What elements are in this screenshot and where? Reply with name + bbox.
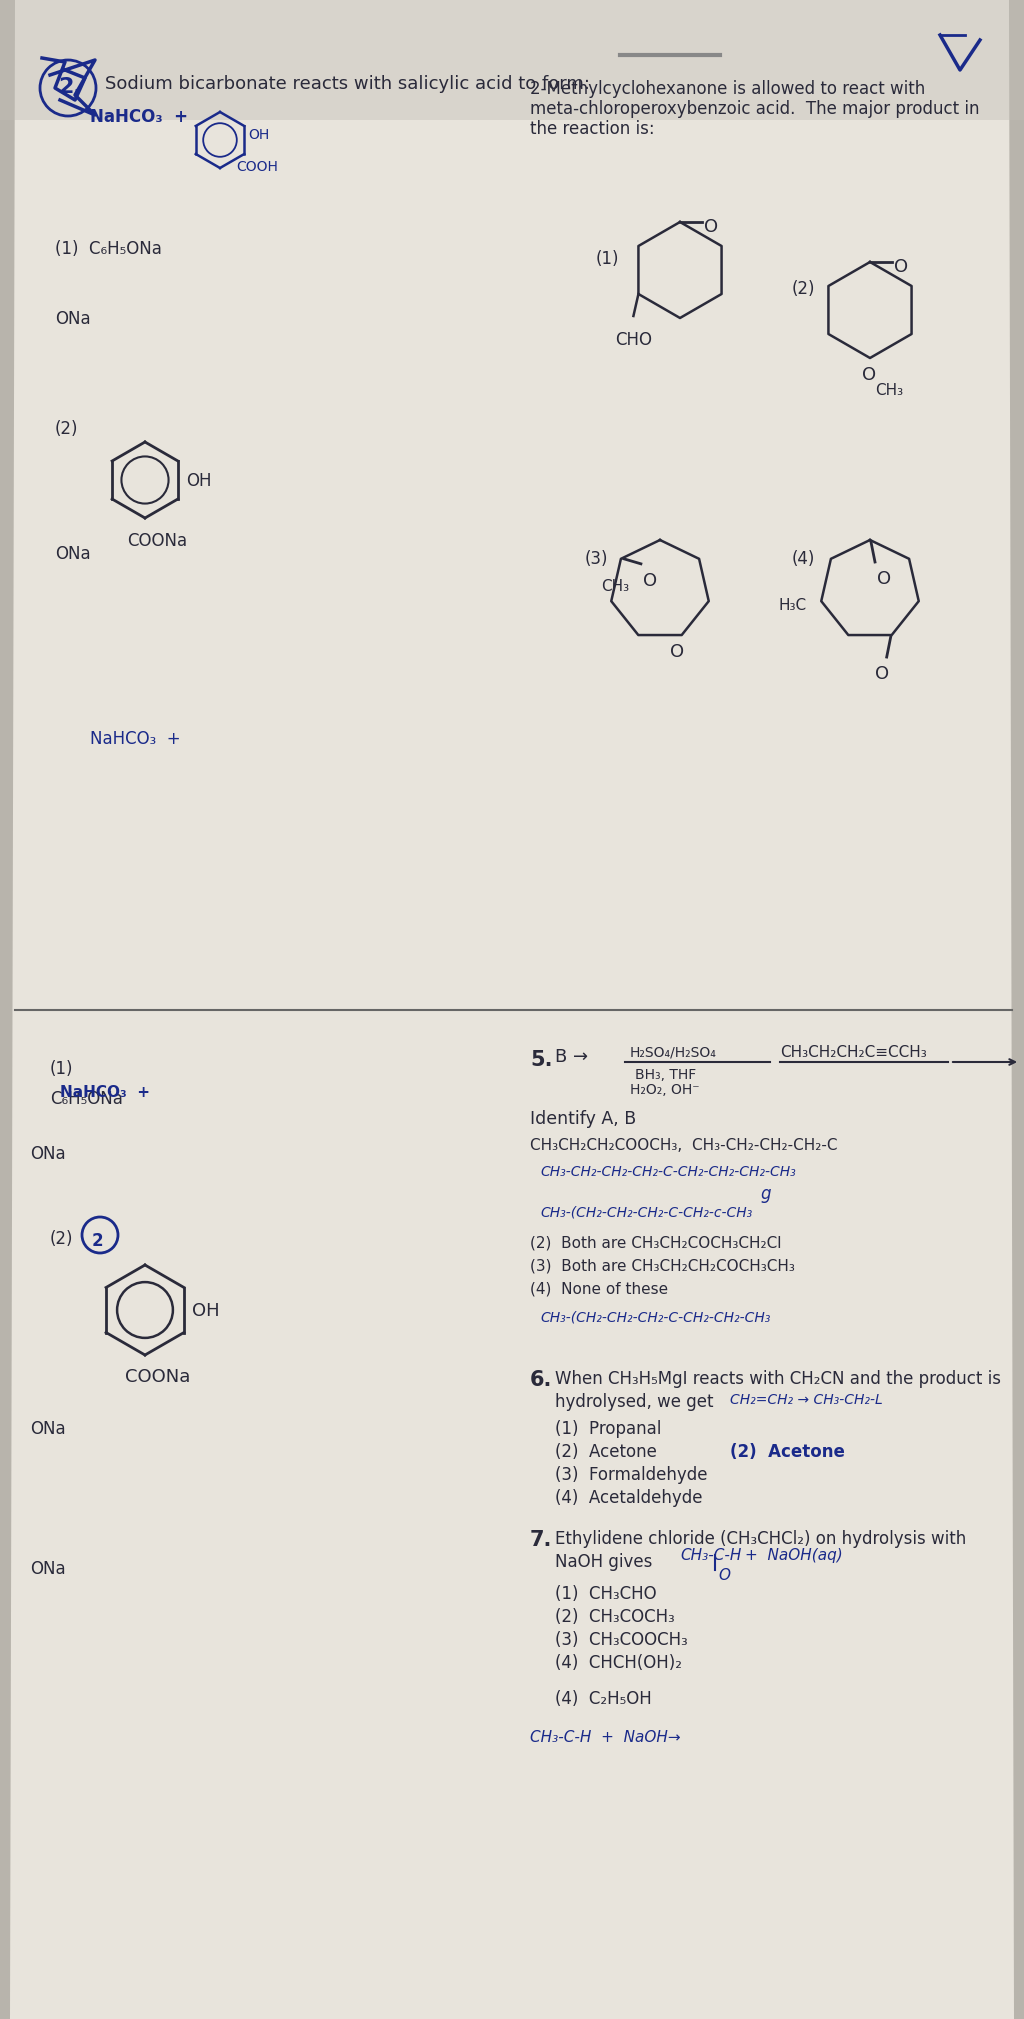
Text: NaHCO₃  +: NaHCO₃ + [90,107,188,125]
Text: (2)  Acetone: (2) Acetone [555,1444,656,1462]
Text: COOH: COOH [236,160,278,174]
Text: (1): (1) [596,250,620,269]
Text: 2-Methylcyclohexanone is allowed to react with: 2-Methylcyclohexanone is allowed to reac… [530,81,926,99]
Text: ONa: ONa [55,545,91,563]
Text: O: O [705,218,718,236]
Text: NaHCO₃  +: NaHCO₃ + [60,1084,150,1100]
Text: 2: 2 [92,1232,103,1250]
Text: H₃C: H₃C [778,598,806,614]
Text: O: O [874,664,889,682]
Text: NaHCO₃  +: NaHCO₃ + [90,731,180,747]
Text: Identify A, B: Identify A, B [530,1110,636,1129]
Text: COONa: COONa [127,531,187,549]
Text: (1)  CH₃CHO: (1) CH₃CHO [555,1585,656,1603]
Text: CH₂=CH₂ → CH₃-CH₂-L: CH₂=CH₂ → CH₃-CH₂-L [730,1393,883,1407]
Text: Sodium bicarbonate reacts with salicylic acid to form:: Sodium bicarbonate reacts with salicylic… [105,75,590,93]
Text: CH₃-(CH₂-CH₂-CH₂-C-CH₂-CH₂-CH₃: CH₃-(CH₂-CH₂-CH₂-C-CH₂-CH₂-CH₃ [540,1310,770,1324]
Text: the reaction is:: the reaction is: [530,119,654,137]
Text: OH: OH [193,1302,219,1320]
Text: ONa: ONa [30,1145,66,1163]
Text: H₂O₂, OH⁻: H₂O₂, OH⁻ [630,1082,699,1096]
Text: OH: OH [186,472,212,491]
Text: (4)  C₂H₅OH: (4) C₂H₅OH [555,1690,651,1708]
Text: hydrolysed, we get: hydrolysed, we get [555,1393,714,1411]
Text: (2)  Acetone: (2) Acetone [730,1444,845,1462]
Text: Ethylidene chloride (CH₃CHCl₂) on hydrolysis with: Ethylidene chloride (CH₃CHCl₂) on hydrol… [555,1530,967,1549]
Text: (3)  Both are CH₃CH₂CH₂COCH₃CH₃: (3) Both are CH₃CH₂CH₂COCH₃CH₃ [530,1258,795,1274]
Text: ONa: ONa [55,311,91,327]
Text: ONa: ONa [30,1561,66,1579]
Text: When CH₃H₅MgI reacts with CH₂CN and the product is: When CH₃H₅MgI reacts with CH₂CN and the … [555,1371,1001,1387]
Text: (4): (4) [792,549,815,567]
Text: CHO: CHO [615,331,652,349]
Text: g: g [760,1185,770,1203]
Text: 2.: 2. [58,77,82,97]
Text: (2): (2) [55,420,79,438]
Text: (1)  C₆H₅ONa: (1) C₆H₅ONa [55,240,162,258]
Text: CH₃-CH₂-CH₂-CH₂-C-CH₂-CH₂-CH₂-CH₃: CH₃-CH₂-CH₂-CH₂-C-CH₂-CH₂-CH₂-CH₃ [540,1165,796,1179]
Text: O: O [862,365,877,384]
Text: C₆H₅ONa: C₆H₅ONa [50,1090,123,1108]
Text: (1): (1) [50,1060,74,1078]
Text: CH₃-C-H: CH₃-C-H [680,1549,741,1563]
Text: 5.: 5. [530,1050,553,1070]
Text: (2)  CH₃COCH₃: (2) CH₃COCH₃ [555,1607,675,1625]
Text: CH₃-C-H  +  NaOH→: CH₃-C-H + NaOH→ [530,1730,681,1744]
Text: (4)  Acetaldehyde: (4) Acetaldehyde [555,1488,702,1506]
Text: COONa: COONa [125,1369,190,1385]
Text: (2)  Both are CH₃CH₂COCH₃CH₂Cl: (2) Both are CH₃CH₂COCH₃CH₂Cl [530,1236,781,1250]
Text: (1)  Propanal: (1) Propanal [555,1419,662,1438]
Text: O: O [670,642,684,660]
Polygon shape [10,0,1014,2019]
Text: (4)  CHCH(OH)₂: (4) CHCH(OH)₂ [555,1654,682,1672]
Text: H₂SO₄/H₂SO₄: H₂SO₄/H₂SO₄ [630,1046,717,1060]
Text: (2): (2) [50,1230,74,1248]
Text: CH₃-(CH₂-CH₂-CH₂-C-CH₂-c-CH₃: CH₃-(CH₂-CH₂-CH₂-C-CH₂-c-CH₃ [540,1205,753,1219]
Text: CH₃: CH₃ [601,579,630,594]
Text: (4)  None of these: (4) None of these [530,1280,668,1296]
Text: O: O [894,258,908,277]
Text: O: O [718,1569,730,1583]
Bar [0,0,1024,119]
Text: +  NaOH(aq): + NaOH(aq) [745,1549,843,1563]
Text: (3)  CH₃COOCH₃: (3) CH₃COOCH₃ [555,1631,688,1650]
Text: O: O [877,569,891,588]
Text: BH₃, THF: BH₃, THF [635,1068,696,1082]
Text: OH: OH [248,127,269,141]
Text: 6.: 6. [530,1371,552,1389]
Text: CH₃: CH₃ [874,384,903,398]
Text: B →: B → [555,1048,588,1066]
Text: 7.: 7. [530,1530,552,1551]
Text: ONa: ONa [30,1419,66,1438]
Text: (3): (3) [585,549,608,567]
Text: CH₃CH₂CH₂C≡CCH₃: CH₃CH₂CH₂C≡CCH₃ [780,1046,927,1060]
Text: (3)  Formaldehyde: (3) Formaldehyde [555,1466,708,1484]
Text: NaOH gives: NaOH gives [555,1553,652,1571]
Text: CH₃CH₂CH₂COOCH₃,  CH₃-CH₂-CH₂-CH₂-C: CH₃CH₂CH₂COOCH₃, CH₃-CH₂-CH₂-CH₂-C [530,1139,838,1153]
Text: (2): (2) [792,281,815,299]
Text: meta-chloroperoxybenzoic acid.  The major product in: meta-chloroperoxybenzoic acid. The major… [530,101,980,117]
Text: O: O [643,571,657,590]
